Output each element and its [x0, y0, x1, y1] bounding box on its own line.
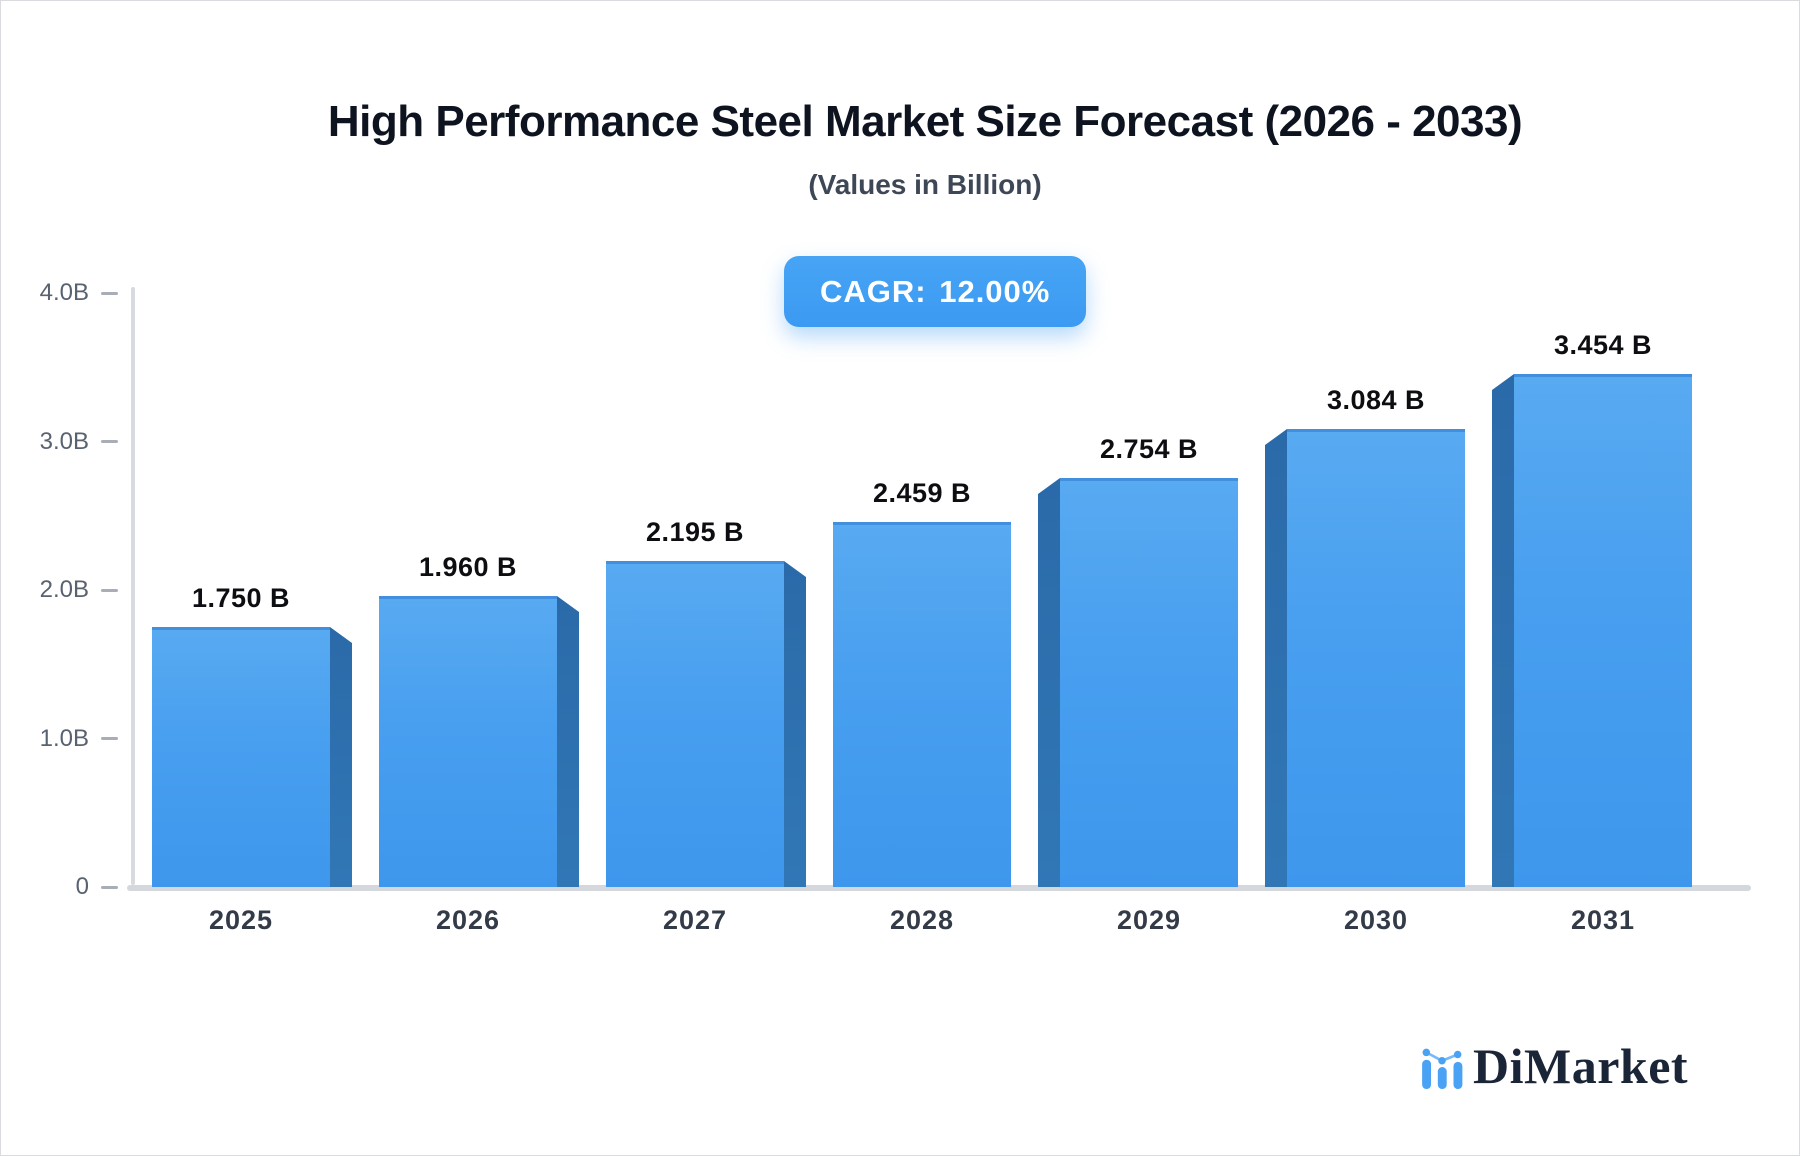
bar-value-label: 2.459 B: [872, 478, 972, 508]
x-axis: [127, 885, 1751, 891]
y-tick-dash: [101, 885, 118, 889]
bar-chart-logo-icon: [1422, 1048, 1463, 1089]
bar-face[interactable]: [152, 627, 330, 887]
x-tick-label: 2031: [1570, 905, 1636, 935]
bar-3d-side: [784, 561, 806, 887]
bar-face[interactable]: [1060, 478, 1238, 887]
y-axis: [131, 287, 135, 885]
y-tick-dash: [101, 737, 118, 740]
bar-value-label: 1.960 B: [418, 552, 518, 582]
bar-3d-side: [1038, 478, 1060, 887]
bar-3d-side: [330, 627, 352, 887]
y-tick-dash: [101, 291, 118, 295]
bar-value-label: 3.084 B: [1326, 385, 1426, 415]
y-tick-label: 0: [75, 873, 89, 900]
brand-name: DiMarket: [1473, 1038, 1689, 1094]
bar-value-label: 1.750 B: [191, 583, 291, 613]
bar-2025[interactable]: 1.750 B 2025: [152, 583, 352, 935]
bar-3d-side: [1492, 374, 1514, 887]
bar-2031[interactable]: 3.454 B 2031: [1492, 330, 1692, 935]
x-tick-label: 2028: [889, 905, 955, 935]
cagr-badge-label: CAGR: 12.00%: [820, 273, 1051, 309]
chart-subtitle: (Values in Billion): [808, 169, 1042, 200]
bar-2027[interactable]: 2.195 B 2027: [606, 517, 806, 935]
bar-face[interactable]: [1514, 374, 1692, 887]
bar-3d-side: [1265, 429, 1287, 887]
x-tick-label: 2029: [1116, 905, 1182, 935]
y-tick-dash: [101, 588, 118, 592]
y-tick-label: 3.0B: [39, 427, 89, 455]
bar-2029[interactable]: 2.754 B 2029: [1038, 434, 1238, 935]
x-tick-label: 2026: [435, 905, 501, 935]
bar-3d-side: [557, 596, 579, 887]
bar-face[interactable]: [606, 561, 784, 887]
bar-2028[interactable]: 2.459 B 2028: [833, 478, 1011, 935]
chart-header: High Performance Steel Market Size Forec…: [51, 1, 1799, 201]
x-tick-label: 2027: [662, 905, 728, 935]
bar-2030[interactable]: 3.084 B 2030: [1265, 385, 1465, 935]
y-tick-label: 2.0B: [39, 576, 89, 603]
bar-face[interactable]: [379, 596, 557, 887]
bar-value-label: 2.195 B: [645, 517, 745, 547]
bar-value-label: 2.754 B: [1099, 434, 1199, 464]
bar-face[interactable]: [833, 522, 1011, 887]
cagr-badge: CAGR: 12.00%: [784, 256, 1087, 327]
y-tick-dash: [101, 440, 118, 443]
bar-face[interactable]: [1287, 429, 1465, 887]
bar-2026[interactable]: 1.960 B 2026: [379, 552, 579, 935]
y-tick-label: 1.0B: [39, 724, 89, 752]
x-tick-label: 2030: [1343, 905, 1409, 935]
bar-value-label: 3.454 B: [1553, 330, 1653, 360]
x-tick-label: 2025: [208, 905, 274, 935]
chart-title: High Performance Steel Market Size Forec…: [327, 97, 1523, 146]
brand-logo: DiMarket: [1421, 1035, 1688, 1091]
y-tick-label: 4.0B: [39, 279, 89, 306]
